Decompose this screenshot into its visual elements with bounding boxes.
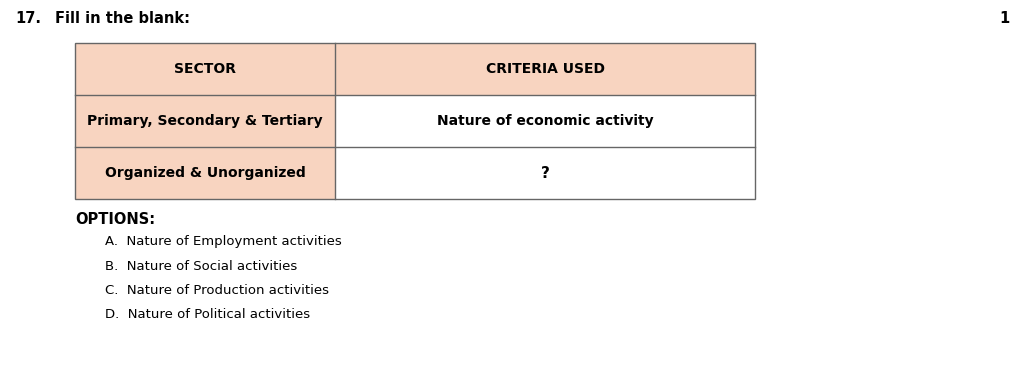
Text: 17.: 17. [15,11,41,26]
Bar [75,43,755,199]
Bar [75,147,335,199]
Bar [335,147,755,199]
Bar [335,95,755,147]
Text: CRITERIA USED: CRITERIA USED [485,62,604,76]
Text: A.  Nature of Employment activities: A. Nature of Employment activities [105,235,342,248]
Bar [75,43,335,95]
Text: C.  Nature of Production activities: C. Nature of Production activities [105,284,329,297]
Text: OPTIONS:: OPTIONS: [75,212,155,227]
Text: 1: 1 [999,11,1010,26]
Text: Fill in the blank:: Fill in the blank: [55,11,190,26]
Text: ?: ? [541,165,550,181]
Bar [335,43,755,95]
Text: Organized & Unorganized: Organized & Unorganized [104,166,305,180]
Bar [75,95,335,147]
Text: B.  Nature of Social activities: B. Nature of Social activities [105,259,297,273]
Text: Primary, Secondary & Tertiary: Primary, Secondary & Tertiary [87,114,323,128]
Text: SECTOR: SECTOR [174,62,236,76]
Text: D.  Nature of Political activities: D. Nature of Political activities [105,309,310,322]
Text: Nature of economic activity: Nature of economic activity [436,114,653,128]
